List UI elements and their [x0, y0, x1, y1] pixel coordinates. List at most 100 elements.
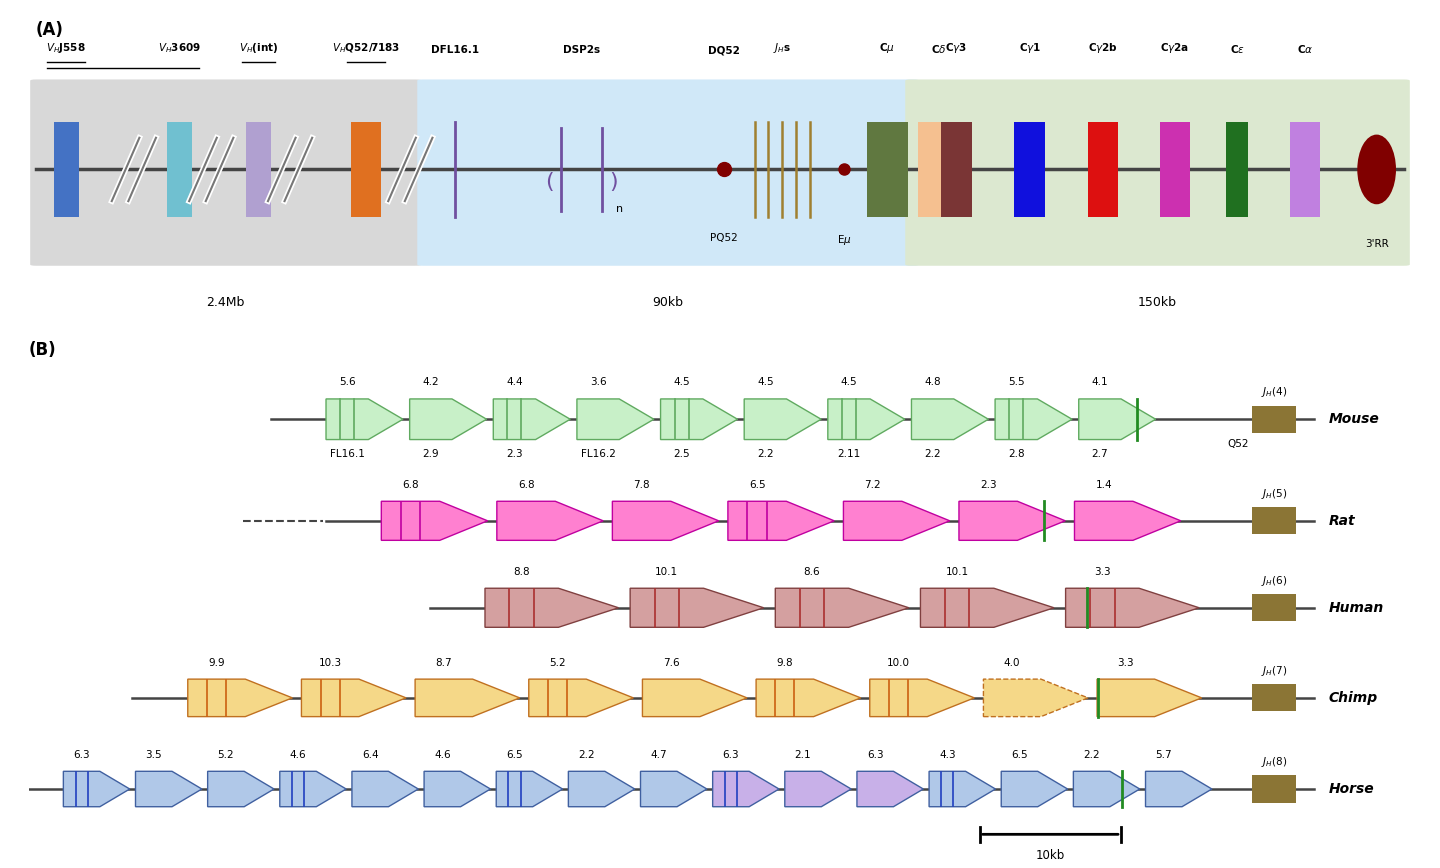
Bar	[351, 122, 382, 217]
Text: $J_H$(5): $J_H$(5)	[1261, 487, 1287, 501]
Polygon shape	[207, 772, 274, 806]
Text: E$\mu$: E$\mu$	[837, 233, 852, 247]
Text: 5.5: 5.5	[1008, 378, 1025, 387]
Text: 90kb: 90kb	[652, 296, 684, 309]
Text: 4.5: 4.5	[841, 378, 857, 387]
Text: $J_H$s: $J_H$s	[773, 42, 792, 56]
Polygon shape	[187, 679, 292, 717]
Text: 2.5: 2.5	[674, 449, 690, 459]
Text: $J_H$(6): $J_H$(6)	[1261, 574, 1287, 588]
Polygon shape	[279, 772, 346, 806]
Polygon shape	[775, 589, 909, 628]
Text: 3.3: 3.3	[1117, 658, 1135, 667]
Text: Human: Human	[1328, 601, 1384, 615]
Text: 3.5: 3.5	[145, 750, 163, 760]
Polygon shape	[301, 679, 406, 717]
Text: C$\alpha$: C$\alpha$	[1296, 43, 1313, 56]
Polygon shape	[912, 399, 988, 439]
Bar	[942, 122, 972, 217]
Text: 8.7: 8.7	[435, 658, 452, 667]
Polygon shape	[497, 501, 603, 540]
Text: 4.4: 4.4	[505, 378, 523, 387]
Text: 10.0: 10.0	[887, 658, 910, 667]
Text: Rat: Rat	[1328, 514, 1355, 528]
Text: PQ52: PQ52	[710, 233, 739, 243]
Text: 6.3: 6.3	[73, 750, 89, 760]
Text: 7.6: 7.6	[662, 658, 680, 667]
Text: C$\delta$: C$\delta$	[930, 43, 946, 56]
Bar	[1253, 775, 1296, 803]
Text: C$\gamma$3: C$\gamma$3	[945, 42, 968, 56]
Text: C$\gamma$2b: C$\gamma$2b	[1089, 42, 1117, 56]
Text: 6.8: 6.8	[402, 480, 419, 490]
Polygon shape	[1073, 772, 1139, 806]
Text: $J_H$(8): $J_H$(8)	[1261, 755, 1287, 769]
Polygon shape	[351, 772, 418, 806]
Polygon shape	[485, 589, 619, 628]
Text: Chimp: Chimp	[1328, 691, 1378, 705]
Polygon shape	[744, 399, 821, 439]
Bar	[1290, 122, 1320, 217]
Text: 3.6: 3.6	[590, 378, 606, 387]
Bar	[917, 122, 959, 217]
Polygon shape	[661, 399, 737, 439]
Text: DSP2s: DSP2s	[563, 45, 600, 56]
Text: 3.3: 3.3	[1094, 567, 1110, 576]
Text: 4.5: 4.5	[674, 378, 690, 387]
Text: Q52: Q52	[1228, 439, 1248, 449]
Text: 6.5: 6.5	[1011, 750, 1028, 760]
FancyBboxPatch shape	[30, 80, 422, 266]
Polygon shape	[713, 772, 779, 806]
Polygon shape	[984, 679, 1089, 717]
Text: 6.8: 6.8	[518, 480, 534, 490]
Text: 2.2: 2.2	[579, 750, 595, 760]
Text: 2.1: 2.1	[795, 750, 811, 760]
Text: 9.9: 9.9	[209, 658, 225, 667]
Text: FL16.1: FL16.1	[330, 449, 364, 459]
Polygon shape	[929, 772, 995, 806]
Text: C$\varepsilon$: C$\varepsilon$	[1230, 43, 1244, 56]
Polygon shape	[63, 772, 130, 806]
Text: DFL16.1: DFL16.1	[431, 45, 478, 56]
Polygon shape	[1146, 772, 1212, 806]
Polygon shape	[497, 772, 563, 806]
Polygon shape	[612, 501, 719, 540]
Polygon shape	[569, 772, 635, 806]
Polygon shape	[857, 772, 923, 806]
Polygon shape	[1097, 679, 1201, 717]
Text: Horse: Horse	[1328, 782, 1374, 796]
Text: 5.7: 5.7	[1155, 750, 1172, 760]
FancyBboxPatch shape	[418, 80, 919, 266]
Text: 6.5: 6.5	[507, 750, 523, 760]
Bar	[53, 122, 79, 217]
Ellipse shape	[1358, 135, 1395, 204]
Text: 6.4: 6.4	[361, 750, 379, 760]
Text: $V_H$3609: $V_H$3609	[158, 42, 202, 56]
Text: Mouse: Mouse	[1328, 412, 1380, 426]
Polygon shape	[415, 679, 520, 717]
Bar	[1253, 507, 1296, 535]
Polygon shape	[828, 399, 904, 439]
Text: 2.2: 2.2	[757, 449, 773, 459]
Text: 6.3: 6.3	[723, 750, 739, 760]
Polygon shape	[959, 501, 1066, 540]
Text: 2.2: 2.2	[924, 449, 940, 459]
Text: 6.5: 6.5	[749, 480, 766, 490]
Text: 10.1: 10.1	[946, 567, 969, 576]
Bar	[1253, 405, 1296, 433]
Text: $J_H$(7): $J_H$(7)	[1261, 664, 1287, 678]
Text: 5.2: 5.2	[549, 658, 566, 667]
FancyBboxPatch shape	[906, 80, 1410, 266]
Polygon shape	[1066, 589, 1200, 628]
Polygon shape	[844, 501, 950, 540]
Text: 4.0: 4.0	[1004, 658, 1021, 667]
Bar	[167, 122, 192, 217]
Text: C$\mu$: C$\mu$	[880, 42, 896, 56]
Text: 2.8: 2.8	[1008, 449, 1025, 459]
Polygon shape	[1001, 772, 1067, 806]
Polygon shape	[1074, 501, 1181, 540]
Polygon shape	[577, 399, 654, 439]
Bar	[1253, 684, 1296, 712]
Text: 2.4Mb: 2.4Mb	[206, 296, 245, 309]
Text: 4.7: 4.7	[651, 750, 667, 760]
